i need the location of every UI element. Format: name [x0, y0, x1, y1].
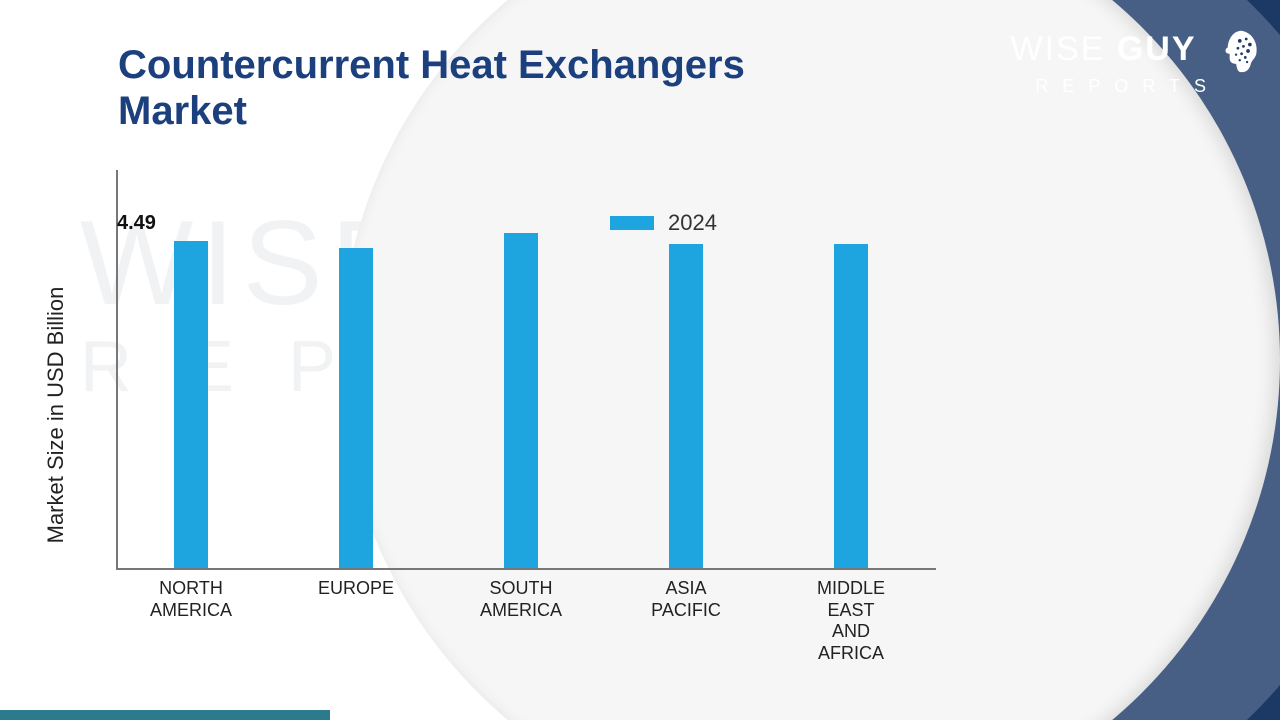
bar [504, 233, 538, 568]
plot-region: 4.49 [116, 170, 936, 570]
bar-slot [606, 244, 766, 568]
brand-logo: WISE GUY REPORTS [980, 28, 1260, 97]
x-tick-label: ASIA PACIFIC [606, 578, 766, 621]
page-title: Countercurrent Heat Exchangers Market [118, 42, 778, 134]
bar [339, 248, 373, 568]
bar-chart: Market Size in USD Billion 4.49 NORTH AM… [70, 170, 940, 660]
bar-slot: 4.49 [111, 241, 271, 568]
head-icon [1214, 28, 1260, 74]
bottom-accent-bar [0, 710, 330, 720]
y-axis-label: Market Size in USD Billion [43, 287, 69, 544]
x-axis-line [116, 568, 936, 570]
bar-value-label: 4.49 [117, 212, 156, 235]
bar-slot [441, 233, 601, 568]
bar [174, 241, 208, 568]
x-tick-label: EUROPE [276, 578, 436, 600]
right-brand-panel [960, 0, 1280, 720]
bar-slot [771, 244, 931, 568]
bar [669, 244, 703, 568]
logo-text-reports: REPORTS [980, 76, 1260, 97]
bar-slot [276, 248, 436, 568]
logo-text-guy: GUY [1117, 30, 1197, 68]
logo-text-wise: WISE [1011, 30, 1106, 68]
bar [834, 244, 868, 568]
x-tick-label: NORTH AMERICA [111, 578, 271, 621]
x-tick-label: MIDDLE EAST AND AFRICA [771, 578, 931, 664]
x-tick-label: SOUTH AMERICA [441, 578, 601, 621]
x-tick-labels: NORTH AMERICAEUROPESOUTH AMERICAASIA PAC… [116, 572, 936, 682]
